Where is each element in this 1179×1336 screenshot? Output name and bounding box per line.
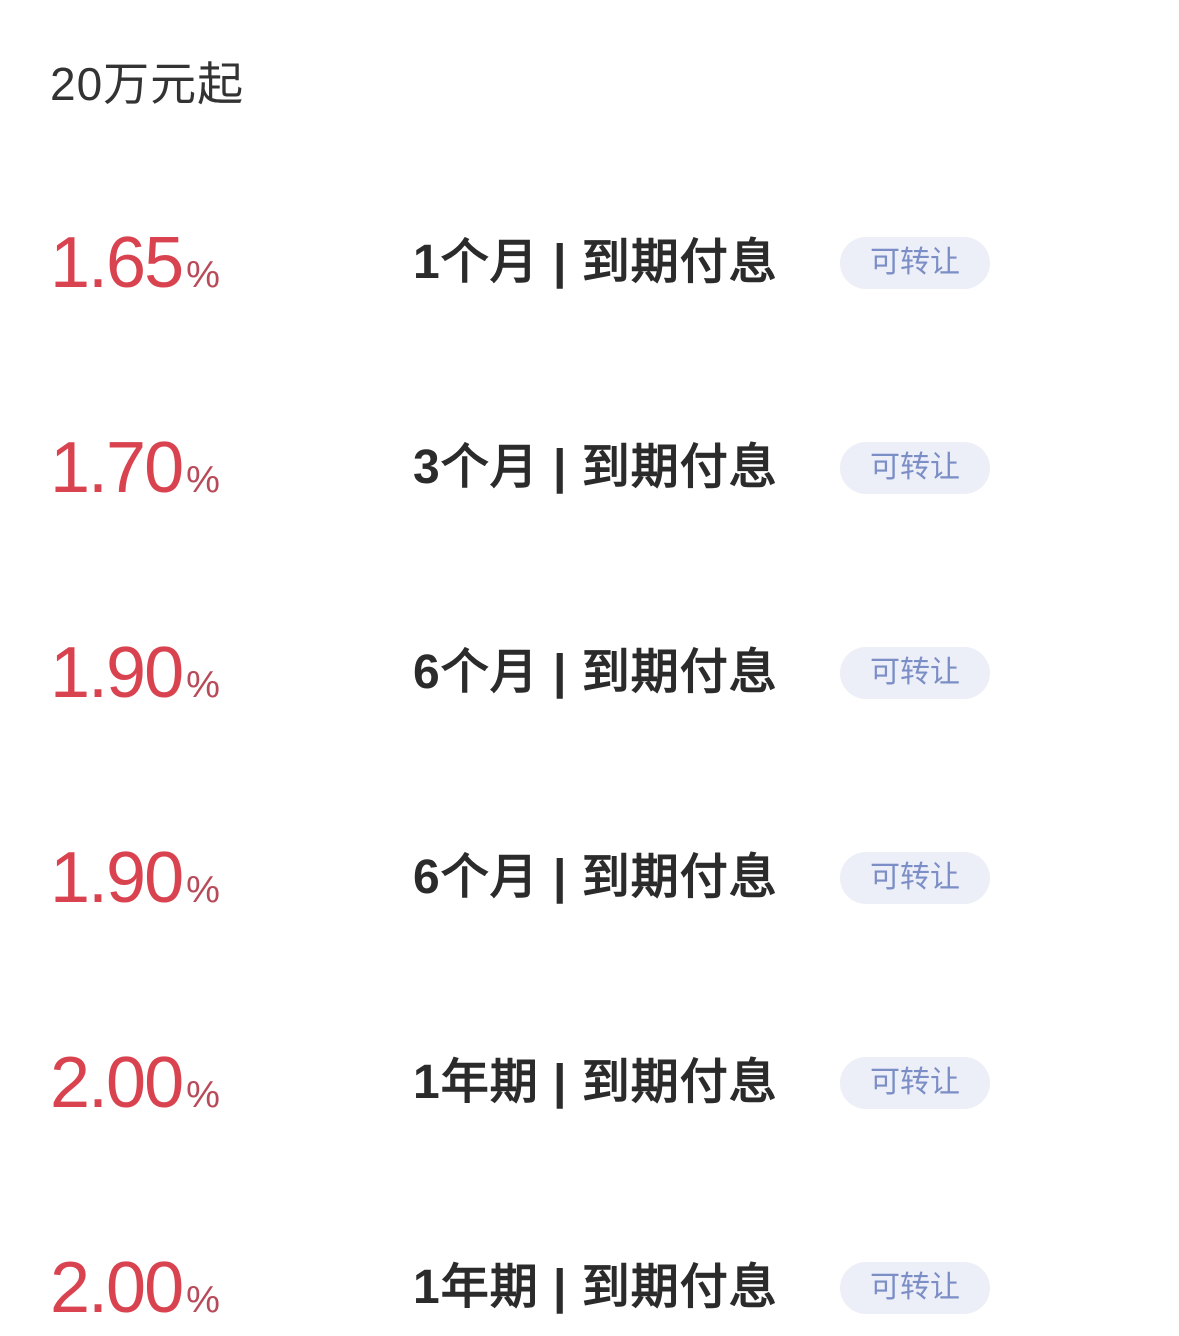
rate-percent-sign: % xyxy=(186,458,220,501)
transferable-badge: 可转让 xyxy=(840,1261,990,1314)
product-row[interactable]: 1.90 % 6个月 | 到期付息 可转让 xyxy=(0,775,1179,980)
rate: 2.00 % xyxy=(50,1252,220,1324)
term-label: 1年期 | 到期付息 xyxy=(413,1260,778,1314)
rate-percent-sign: % xyxy=(186,868,220,911)
product-row[interactable]: 2.00 % 1年期 | 到期付息 可转让 xyxy=(0,980,1179,1185)
term-label: 3个月 | 到期付息 xyxy=(413,440,778,494)
transferable-badge: 可转让 xyxy=(840,851,990,904)
rate: 1.65 % xyxy=(50,227,220,299)
rate-value: 1.65 xyxy=(50,222,184,303)
product-row[interactable]: 1.70 % 3个月 | 到期付息 可转让 xyxy=(0,365,1179,570)
transferable-badge: 可转让 xyxy=(840,646,990,699)
rate: 2.00 % xyxy=(50,1047,220,1119)
rate-percent-sign: % xyxy=(186,663,220,706)
transferable-badge: 可转让 xyxy=(840,441,990,494)
term-label: 1年期 | 到期付息 xyxy=(413,1055,778,1109)
rate-value: 1.70 xyxy=(50,427,184,508)
rate-value: 1.90 xyxy=(50,837,184,918)
rate: 1.90 % xyxy=(50,637,220,709)
page-title: 20万元起 xyxy=(50,58,245,110)
rate: 1.90 % xyxy=(50,842,220,914)
product-row[interactable]: 1.65 % 1个月 | 到期付息 可转让 xyxy=(0,160,1179,365)
transferable-badge: 可转让 xyxy=(840,1056,990,1109)
rate-percent-sign: % xyxy=(186,253,220,296)
term-label: 6个月 | 到期付息 xyxy=(413,645,778,699)
rate-percent-sign: % xyxy=(186,1278,220,1321)
rate-value: 2.00 xyxy=(50,1247,184,1328)
product-row[interactable]: 1.90 % 6个月 | 到期付息 可转让 xyxy=(0,570,1179,775)
rate-value: 2.00 xyxy=(50,1042,184,1123)
rate-value: 1.90 xyxy=(50,632,184,713)
product-list: 1.65 % 1个月 | 到期付息 可转让 1.70 % 3个月 | 到期付息 … xyxy=(0,160,1179,1336)
transferable-badge: 可转让 xyxy=(840,236,990,289)
rate-percent-sign: % xyxy=(186,1073,220,1116)
term-label: 1个月 | 到期付息 xyxy=(413,235,778,289)
product-row[interactable]: 2.00 % 1年期 | 到期付息 可转让 xyxy=(0,1185,1179,1336)
term-label: 6个月 | 到期付息 xyxy=(413,850,778,904)
rate: 1.70 % xyxy=(50,432,220,504)
